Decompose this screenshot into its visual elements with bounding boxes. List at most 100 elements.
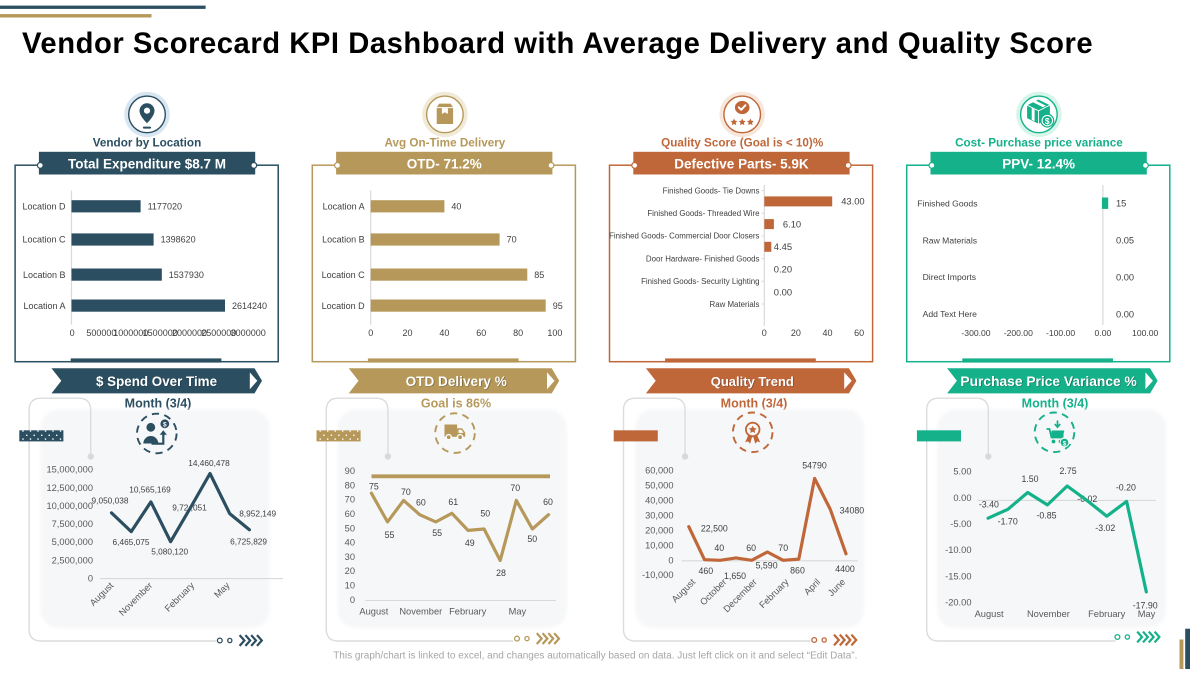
svg-text:49: 49 <box>465 538 475 548</box>
svg-text:50: 50 <box>345 523 355 533</box>
svg-text:0: 0 <box>350 595 355 605</box>
svg-text:-5.00: -5.00 <box>950 519 971 529</box>
svg-text:Month (3/4): Month (3/4) <box>721 397 788 411</box>
svg-text:61: 61 <box>448 497 458 507</box>
svg-text:70: 70 <box>778 543 788 553</box>
svg-text:30: 30 <box>345 552 355 562</box>
svg-text:Month (3/4): Month (3/4) <box>1022 397 1089 411</box>
svg-text:60: 60 <box>476 328 486 338</box>
svg-text:-10,000: -10,000 <box>642 570 674 580</box>
svg-text:Location A: Location A <box>23 301 65 311</box>
svg-text:60: 60 <box>746 543 756 553</box>
svg-text:70: 70 <box>345 495 355 505</box>
svg-text:1500000: 1500000 <box>143 328 178 338</box>
svg-text:10,000,000: 10,000,000 <box>46 501 93 511</box>
svg-text:2,500,000: 2,500,000 <box>52 555 93 565</box>
svg-text:0.05: 0.05 <box>1116 236 1134 246</box>
svg-text:60,000: 60,000 <box>645 466 673 476</box>
svg-text:PPV- 12.4%: PPV- 12.4% <box>1002 157 1075 172</box>
svg-text:Raw Materials: Raw Materials <box>923 235 977 245</box>
svg-text:43.00: 43.00 <box>841 196 864 207</box>
svg-text:0.00: 0.00 <box>774 287 792 298</box>
svg-text:0.20: 0.20 <box>774 264 792 275</box>
svg-text:70: 70 <box>507 235 517 245</box>
svg-text:Location A: Location A <box>323 202 365 212</box>
svg-text:-3.40: -3.40 <box>979 499 999 509</box>
svg-text:Raw Materials: Raw Materials <box>710 300 760 309</box>
svg-text:2500000: 2500000 <box>201 328 236 338</box>
svg-text:2614240: 2614240 <box>232 301 267 311</box>
svg-text:-3.02: -3.02 <box>1095 523 1115 533</box>
svg-text:90: 90 <box>345 466 355 476</box>
svg-text:50: 50 <box>480 509 490 519</box>
svg-text:Vendor Scorecard KPI Dashboard: Vendor Scorecard KPI Dashboard with Aver… <box>22 28 1093 60</box>
svg-text:-10.00: -10.00 <box>945 545 971 555</box>
svg-text:50,000: 50,000 <box>645 481 673 491</box>
svg-text:1000000: 1000000 <box>113 328 148 338</box>
svg-text:60: 60 <box>543 497 553 507</box>
svg-text:14,460,478: 14,460,478 <box>188 458 230 468</box>
svg-text:0.00: 0.00 <box>953 493 971 503</box>
svg-text:20,000: 20,000 <box>645 525 673 535</box>
svg-text:7,500,000: 7,500,000 <box>52 519 93 529</box>
svg-text:Finished Goods- Tie Downs: Finished Goods- Tie Downs <box>663 186 760 195</box>
svg-text:60: 60 <box>345 509 355 519</box>
svg-text:3000000: 3000000 <box>231 328 266 338</box>
svg-text:95: 95 <box>553 301 563 311</box>
svg-text:Add Text Here: Add Text Here <box>923 309 978 319</box>
svg-text:6,465,075: 6,465,075 <box>113 537 150 547</box>
svg-text:0.00: 0.00 <box>1116 309 1134 319</box>
svg-text:10,000: 10,000 <box>645 540 673 550</box>
svg-text:-200.00: -200.00 <box>1004 328 1033 338</box>
svg-text:500000: 500000 <box>86 328 116 338</box>
svg-text:-1.70: -1.70 <box>998 516 1018 526</box>
svg-text:60: 60 <box>854 328 864 338</box>
svg-text:Total Expenditure $8.7 M: Total Expenditure $8.7 M <box>68 157 226 172</box>
svg-text:4.45: 4.45 <box>774 241 792 252</box>
svg-text:Door Hardware- Finished Goods: Door Hardware- Finished Goods <box>646 254 760 263</box>
svg-text:54790: 54790 <box>802 460 827 470</box>
svg-text:50: 50 <box>527 534 537 544</box>
svg-text:15,000,000: 15,000,000 <box>46 465 93 475</box>
svg-text:Finished Goods- Security Light: Finished Goods- Security Lighting <box>641 277 759 286</box>
svg-text:OTD- 71.2%: OTD- 71.2% <box>407 157 482 172</box>
svg-text:Finished Goods- Commercial Doo: Finished Goods- Commercial Door Closers <box>609 232 759 241</box>
svg-text:55: 55 <box>432 528 442 538</box>
svg-text:30,000: 30,000 <box>645 510 673 520</box>
svg-text:2000000: 2000000 <box>172 328 207 338</box>
svg-text:November: November <box>399 606 442 616</box>
svg-text:40: 40 <box>451 202 461 212</box>
svg-text:$: $ <box>1063 440 1067 447</box>
svg-text:20: 20 <box>791 328 801 338</box>
svg-text:-0.20: -0.20 <box>1116 482 1136 492</box>
svg-text:Location D: Location D <box>322 301 366 311</box>
svg-text:Location C: Location C <box>22 235 66 245</box>
svg-text:40: 40 <box>822 328 832 338</box>
svg-text:Quality Trend: Quality Trend <box>712 375 795 390</box>
svg-text:70: 70 <box>401 487 411 497</box>
svg-text:Finished Goods: Finished Goods <box>917 199 977 209</box>
svg-text:40: 40 <box>714 543 724 553</box>
svg-text:May: May <box>1138 609 1156 619</box>
svg-text:8,952,149: 8,952,149 <box>239 509 276 519</box>
svg-text:May: May <box>509 606 527 616</box>
svg-text:-100.00: -100.00 <box>1046 328 1075 338</box>
svg-text:February: February <box>1088 609 1126 619</box>
svg-text:Location C: Location C <box>322 270 366 280</box>
svg-text:10,565,169: 10,565,169 <box>129 485 171 495</box>
svg-text:860: 860 <box>790 566 805 576</box>
svg-text:0: 0 <box>668 555 673 565</box>
svg-text:Location B: Location B <box>23 270 66 280</box>
svg-text:5,590: 5,590 <box>756 560 778 570</box>
svg-text:1.50: 1.50 <box>1021 474 1038 484</box>
svg-text:Defective Parts- 5.9K: Defective Parts- 5.9K <box>674 157 809 172</box>
svg-text:34080: 34080 <box>840 505 865 515</box>
svg-text:55: 55 <box>385 530 395 540</box>
svg-text:$ Spend Over Time: $ Spend Over Time <box>97 375 218 390</box>
svg-text:This graph/chart is linked to: This graph/chart is linked to excel, and… <box>333 651 857 662</box>
svg-text:5.00: 5.00 <box>953 467 971 477</box>
svg-text:1,650: 1,650 <box>724 571 746 581</box>
svg-text:OTD Delivery %: OTD Delivery % <box>406 375 507 390</box>
svg-text:$ Spend Over Time: $ Spend Over Time <box>96 374 217 389</box>
svg-text:6,725,829: 6,725,829 <box>230 537 267 547</box>
